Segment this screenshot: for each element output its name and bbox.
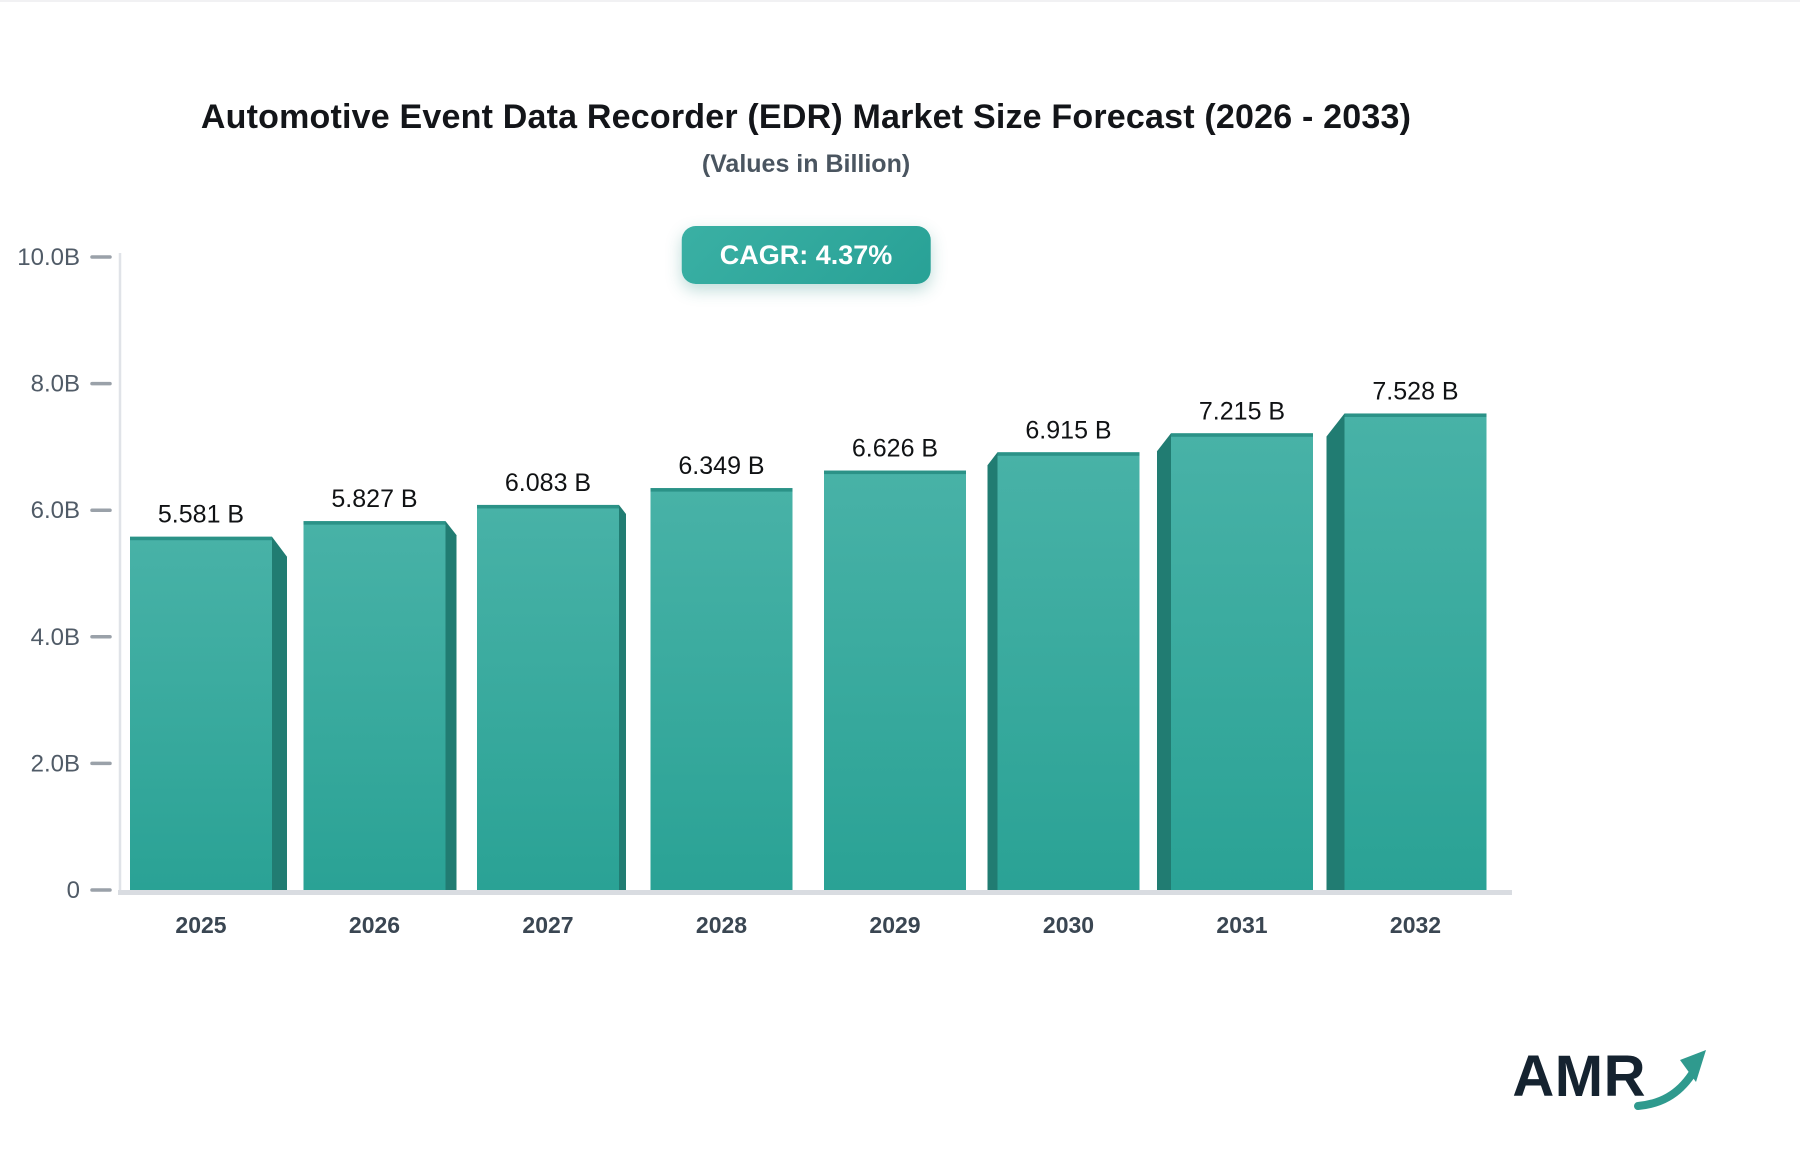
bar-side-face — [1326, 413, 1345, 890]
bar-value-label: 6.915 B — [1025, 416, 1111, 444]
y-tick-label: 6.0B — [31, 497, 80, 524]
bar-side-face — [272, 536, 287, 890]
chart-subtitle: (Values in Billion) — [701, 150, 911, 178]
bar-side-face — [445, 521, 457, 890]
y-tick-label: 2.0B — [31, 750, 80, 777]
bar-top-edge — [303, 521, 446, 525]
bar-2026 — [303, 521, 446, 890]
x-category-label: 2027 — [522, 912, 573, 938]
bar-2029 — [824, 470, 966, 890]
bar-top-edge — [477, 504, 619, 509]
x-category-label: 2028 — [696, 912, 747, 938]
bar-side-face — [987, 452, 998, 890]
bar-2027 — [477, 504, 619, 890]
bar-2028 — [650, 488, 793, 890]
bar-side-face — [619, 504, 626, 890]
bar-value-label: 6.083 B — [505, 469, 591, 497]
bar-top-edge — [650, 488, 793, 492]
bar-value-label: 6.626 B — [852, 435, 938, 463]
y-tick-label: 0 — [67, 877, 80, 904]
amr-logo-text: AMR — [1512, 1044, 1646, 1109]
bar-value-label: 5.581 B — [158, 501, 244, 529]
amr-logo: AMR — [1512, 1044, 1708, 1110]
growth-arrow-icon — [1634, 1050, 1706, 1110]
bar-value-label: 6.349 B — [678, 452, 764, 480]
y-tick-label: 10.0B — [17, 244, 80, 271]
bar-2032 — [1344, 413, 1487, 890]
bar-value-label: 7.215 B — [1199, 397, 1285, 425]
y-tick-label: 8.0B — [31, 371, 80, 398]
y-tick-label: 4.0B — [31, 624, 80, 651]
bar-top-edge — [1171, 433, 1313, 437]
bar-top-edge — [1344, 413, 1487, 417]
bar-top-edge — [824, 470, 966, 475]
bar-2025 — [130, 536, 272, 890]
bar-top-edge — [997, 452, 1140, 456]
bar-value-label: 7.528 B — [1372, 377, 1458, 405]
cagr-badge: CAGR: 4.37% — [681, 226, 931, 284]
x-category-label: 2031 — [1216, 912, 1267, 938]
bar-top-edge — [130, 536, 272, 541]
chart-title: Automotive Event Data Recorder (EDR) Mar… — [200, 98, 1412, 136]
bar-2031 — [1171, 433, 1313, 890]
x-category-label: 2025 — [175, 912, 226, 938]
x-category-label: 2029 — [869, 912, 920, 938]
x-category-label: 2026 — [349, 912, 400, 938]
bar-value-label: 5.827 B — [331, 485, 417, 513]
bar-side-face — [1157, 433, 1171, 890]
x-category-label: 2032 — [1390, 912, 1441, 938]
bar-2030 — [997, 452, 1140, 890]
x-category-label: 2030 — [1043, 912, 1094, 938]
